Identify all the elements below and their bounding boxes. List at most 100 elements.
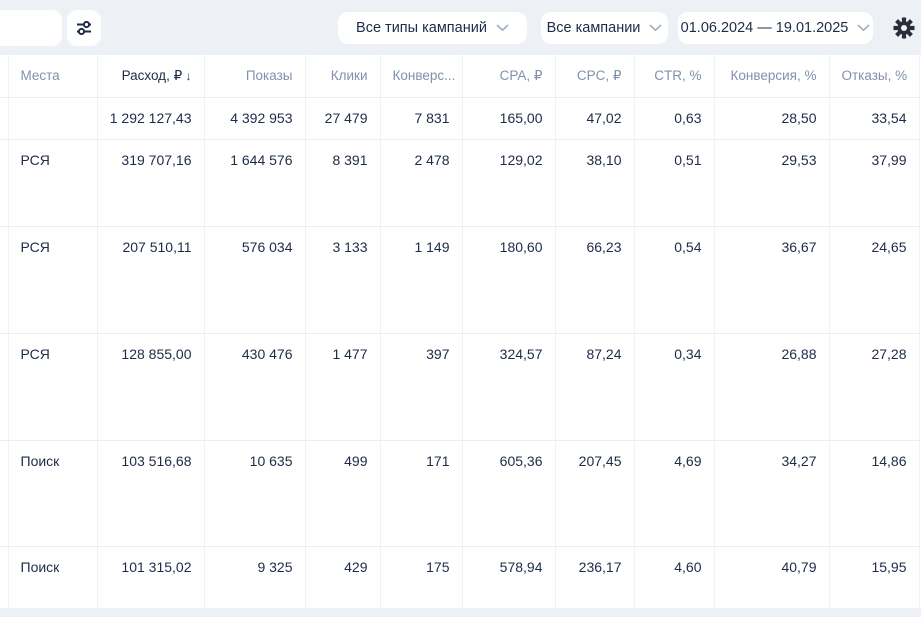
statistics-table: Места Расход, ₽ ↓ Показы Клики Конверс... CPA… [0, 55, 920, 608]
cell-kliki: 3 133 [305, 225, 381, 333]
cell-pokazy: 10 635 [204, 439, 306, 546]
chevron-down-icon [496, 24, 509, 32]
clipped-cell [0, 439, 9, 546]
toolbar: Все типы кампаний Все кампании 01.06.202… [0, 0, 921, 55]
cell-ctr: 0,34 [634, 332, 715, 440]
cell-cpa: 129,02 [462, 138, 556, 226]
cell-otkazy: 24,65 [829, 225, 920, 333]
cell-mesta: РСЯ [8, 225, 98, 333]
cell-cpc: 47,02 [555, 97, 635, 139]
column-header-mesta[interactable]: Места [8, 55, 98, 98]
column-header-cpc[interactable]: CPC, ₽ [555, 55, 635, 98]
totals-row: 1 292 127,43 4 392 953 27 479 7 831 165,00 47… [0, 97, 920, 139]
cell-otkazy: 27,28 [829, 332, 920, 440]
cell-pokazy: 430 476 [204, 332, 306, 440]
cell-conversion: 26,88 [714, 332, 830, 440]
column-header-pokazy[interactable]: Показы [204, 55, 306, 98]
cell-ctr: 4,69 [634, 439, 715, 546]
cell-otkazy: 33,54 [829, 97, 920, 139]
cell-rashod: 207 510,11 [97, 225, 205, 333]
settings-button[interactable] [891, 15, 917, 41]
search-input[interactable] [0, 10, 62, 46]
column-header-kliki[interactable]: Клики [305, 55, 381, 98]
column-label: Места [20, 68, 60, 84]
cell-cpc: 236,17 [555, 545, 635, 608]
cell-cpa: 324,57 [462, 332, 556, 440]
cell-cpc: 207,45 [555, 439, 635, 546]
cell-konversii: 175 [380, 545, 463, 608]
cell-konversii: 171 [380, 439, 463, 546]
filter-button[interactable] [67, 10, 101, 46]
campaign-type-dropdown-label: Все типы кампаний [356, 20, 487, 36]
column-header-otkazy[interactable]: Отказы, % [829, 55, 920, 98]
cell-pokazy: 4 392 953 [204, 97, 306, 139]
sliders-icon [75, 19, 93, 37]
campaign-type-dropdown[interactable]: Все типы кампаний [338, 12, 527, 44]
clipped-cell [0, 225, 9, 333]
column-label: CPA, ₽ [499, 67, 543, 83]
date-range-label: 01.06.2024 — 19.01.2025 [680, 20, 849, 36]
cell-ctr: 0,63 [634, 97, 715, 139]
column-header-conversion[interactable]: Конверсия, % [714, 55, 830, 98]
chevron-down-icon [649, 24, 662, 32]
cell-cpc: 66,23 [555, 225, 635, 333]
column-header-rashod[interactable]: Расход, ₽ ↓ [97, 55, 205, 98]
cell-otkazy: 14,86 [829, 439, 920, 546]
cell-rashod: 103 516,68 [97, 439, 205, 546]
cell-kliki: 1 477 [305, 332, 381, 440]
column-label: Расход, ₽ [121, 67, 183, 83]
column-header-konversii[interactable]: Конверс... [380, 55, 463, 98]
clipped-cell [0, 97, 9, 139]
date-range-dropdown[interactable]: 01.06.2024 — 19.01.2025 [678, 12, 873, 44]
column-header-cpa[interactable]: CPA, ₽ [462, 55, 556, 98]
column-label: Конверсия, % [730, 68, 817, 84]
sort-desc-icon: ↓ [182, 68, 192, 83]
column-label: Клики [330, 68, 368, 84]
clipped-column-header [0, 55, 9, 98]
cell-cpa: 578,94 [462, 545, 556, 608]
cell-ctr: 0,51 [634, 138, 715, 226]
cell-conversion: 34,27 [714, 439, 830, 546]
table-row: РСЯ 207 510,11 576 034 3 133 1 149 180,60 66,2… [0, 225, 920, 333]
clipped-cell [0, 545, 9, 608]
cell-cpc: 38,10 [555, 138, 635, 226]
column-header-ctr[interactable]: CTR, % [634, 55, 715, 98]
campaigns-dropdown[interactable]: Все кампании [541, 12, 668, 44]
header-row: Места Расход, ₽ ↓ Показы Клики Конверс... CPA… [0, 55, 920, 98]
cell-mesta: Поиск [8, 545, 98, 608]
cell-mesta: РСЯ [8, 332, 98, 440]
column-label: Конверс... [392, 68, 456, 84]
cell-rashod: 1 292 127,43 [97, 97, 205, 139]
report-table-area: Места Расход, ₽ ↓ Показы Клики Конверс... CPA… [0, 55, 921, 608]
campaigns-dropdown-label: Все кампании [546, 20, 641, 36]
cell-conversion: 28,50 [714, 97, 830, 139]
horizontal-scrollbar-track[interactable] [0, 608, 921, 617]
cell-cpa: 605,36 [462, 439, 556, 546]
cell-mesta: РСЯ [8, 138, 98, 226]
cell-pokazy: 1 644 576 [204, 138, 306, 226]
cell-konversii: 1 149 [380, 225, 463, 333]
cell-ctr: 4,60 [634, 545, 715, 608]
table-row: РСЯ 319 707,16 1 644 576 8 391 2 478 129,02 38… [0, 138, 920, 226]
table-row: Поиск 103 516,68 10 635 499 171 605,36 207,45 4… [0, 439, 920, 546]
cell-konversii: 397 [380, 332, 463, 440]
cell-rashod: 101 315,02 [97, 545, 205, 608]
column-label: Отказы, % [841, 68, 908, 84]
column-label: Показы [245, 68, 293, 84]
cell-rashod: 128 855,00 [97, 332, 205, 440]
cell-otkazy: 37,99 [829, 138, 920, 226]
cell-kliki: 27 479 [305, 97, 381, 139]
cell-otkazy: 15,95 [829, 545, 920, 608]
cell-cpa: 180,60 [462, 225, 556, 333]
column-label: CTR, % [654, 68, 702, 84]
cell-conversion: 40,79 [714, 545, 830, 608]
cell-conversion: 29,53 [714, 138, 830, 226]
cell-kliki: 499 [305, 439, 381, 546]
cell-mesta [8, 97, 98, 139]
cell-konversii: 2 478 [380, 138, 463, 226]
cell-pokazy: 9 325 [204, 545, 306, 608]
cell-ctr: 0,54 [634, 225, 715, 333]
clipped-cell [0, 332, 9, 440]
chevron-down-icon [857, 24, 870, 32]
cell-kliki: 429 [305, 545, 381, 608]
